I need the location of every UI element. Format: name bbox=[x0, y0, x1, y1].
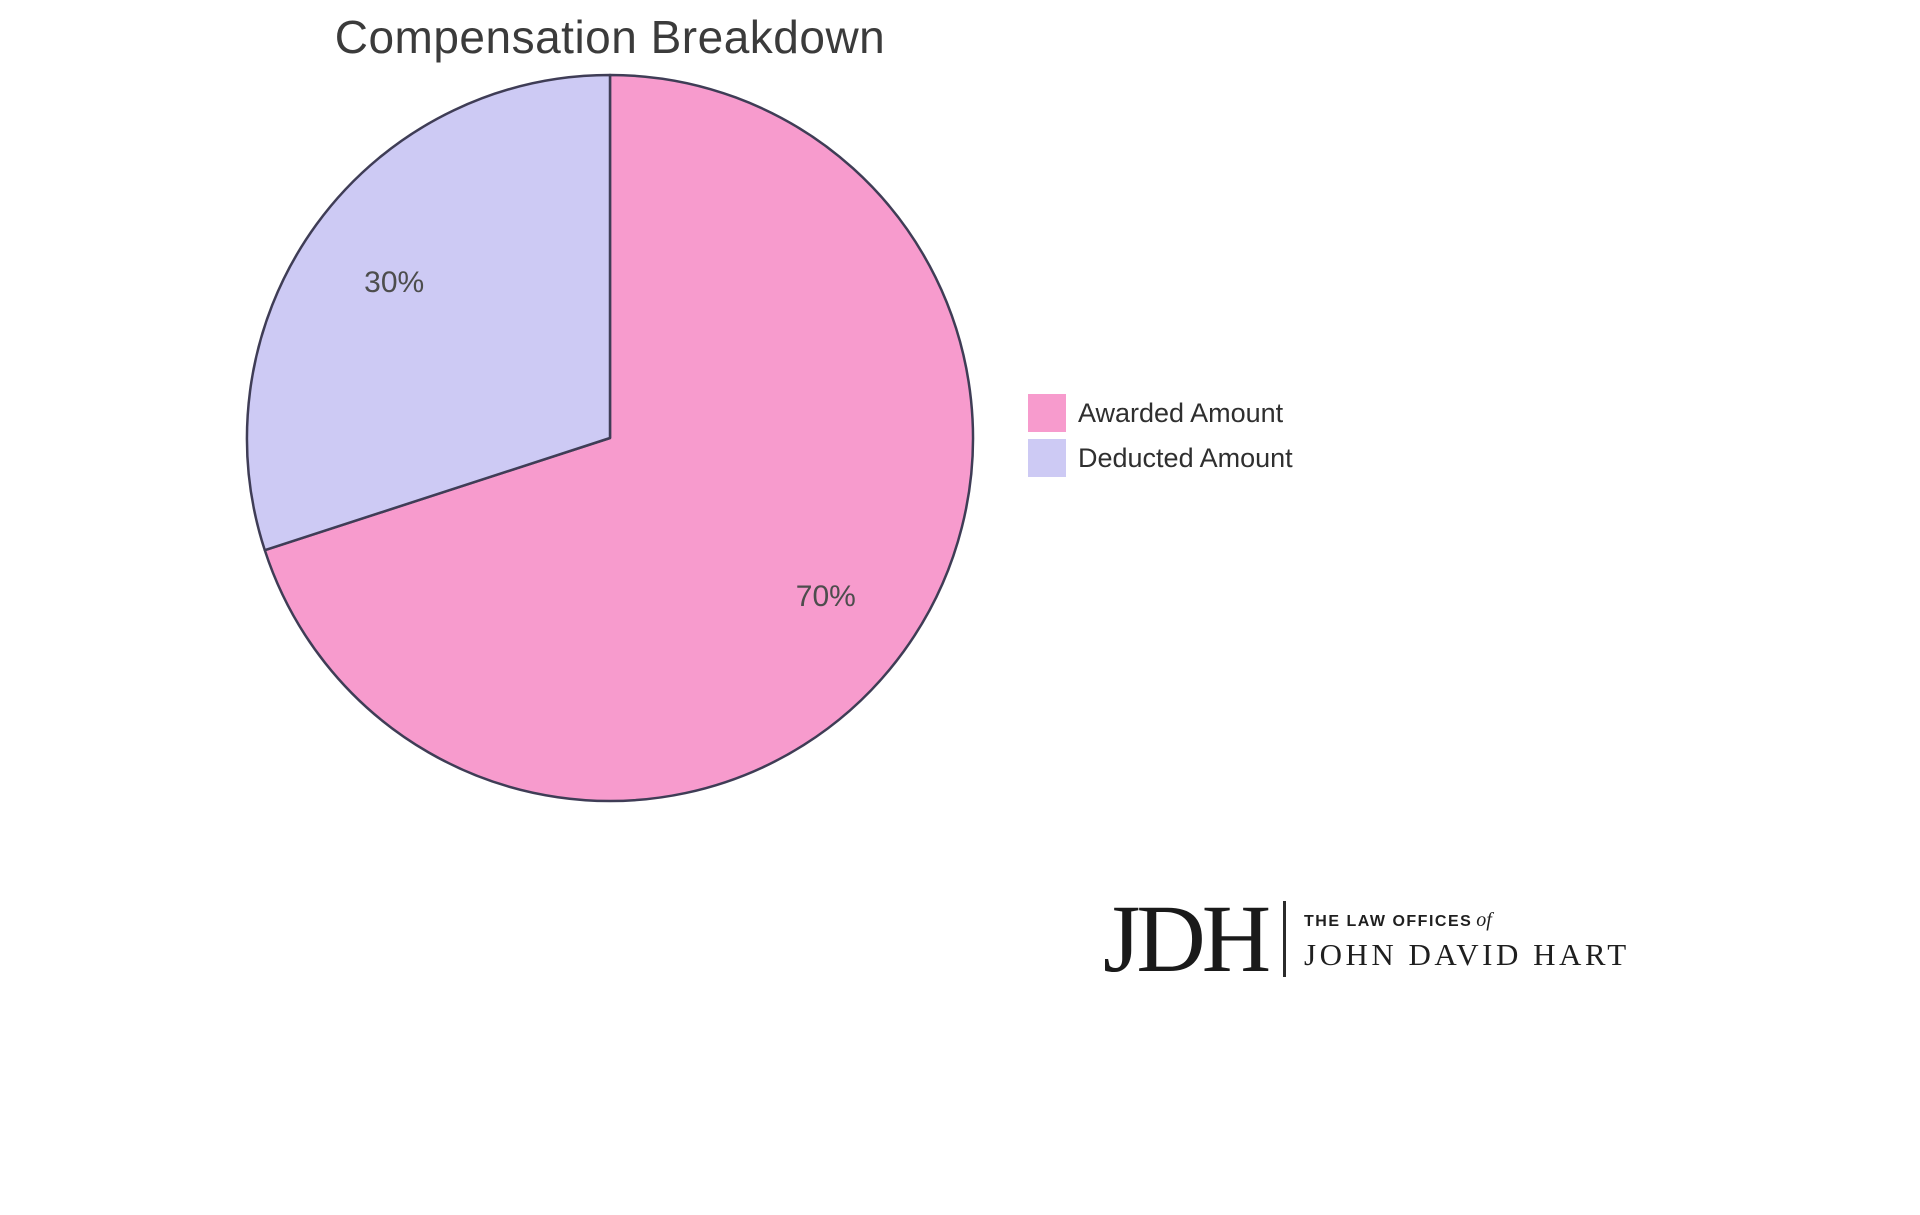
logo-tagline: THE LAW OFFICES bbox=[1304, 912, 1473, 930]
pie-slice-deducted-amount bbox=[245, 73, 612, 552]
pie-slice-awarded-amount bbox=[263, 73, 975, 803]
logo-text-block: THE LAW OFFICES of JOHN DAVID HART bbox=[1304, 905, 1630, 973]
legend-swatch bbox=[1028, 439, 1066, 477]
legend-swatch bbox=[1028, 394, 1066, 432]
legend-label: Deducted Amount bbox=[1078, 442, 1293, 473]
legend-item: Deducted Amount bbox=[1028, 439, 1293, 477]
legend-item: Awarded Amount bbox=[1028, 394, 1293, 432]
chart-title: Compensation Breakdown bbox=[334, 11, 886, 63]
slice-percentage-label: 70% bbox=[796, 580, 856, 613]
law-firm-logo: JDH THE LAW OFFICES of JOHN DAVID HART bbox=[1103, 885, 1630, 992]
logo-monogram: JDH bbox=[1103, 885, 1271, 992]
chart-legend: Awarded Amount Deducted Amount bbox=[1028, 394, 1293, 484]
legend-label: Awarded Amount bbox=[1078, 397, 1284, 428]
logo-tagline-line: THE LAW OFFICES of bbox=[1304, 909, 1630, 932]
slice-percentage-label: 30% bbox=[364, 266, 424, 299]
logo-divider bbox=[1283, 900, 1287, 977]
logo-firm-name: JOHN DAVID HART bbox=[1304, 936, 1630, 972]
logo-of-word: of bbox=[1476, 908, 1492, 931]
